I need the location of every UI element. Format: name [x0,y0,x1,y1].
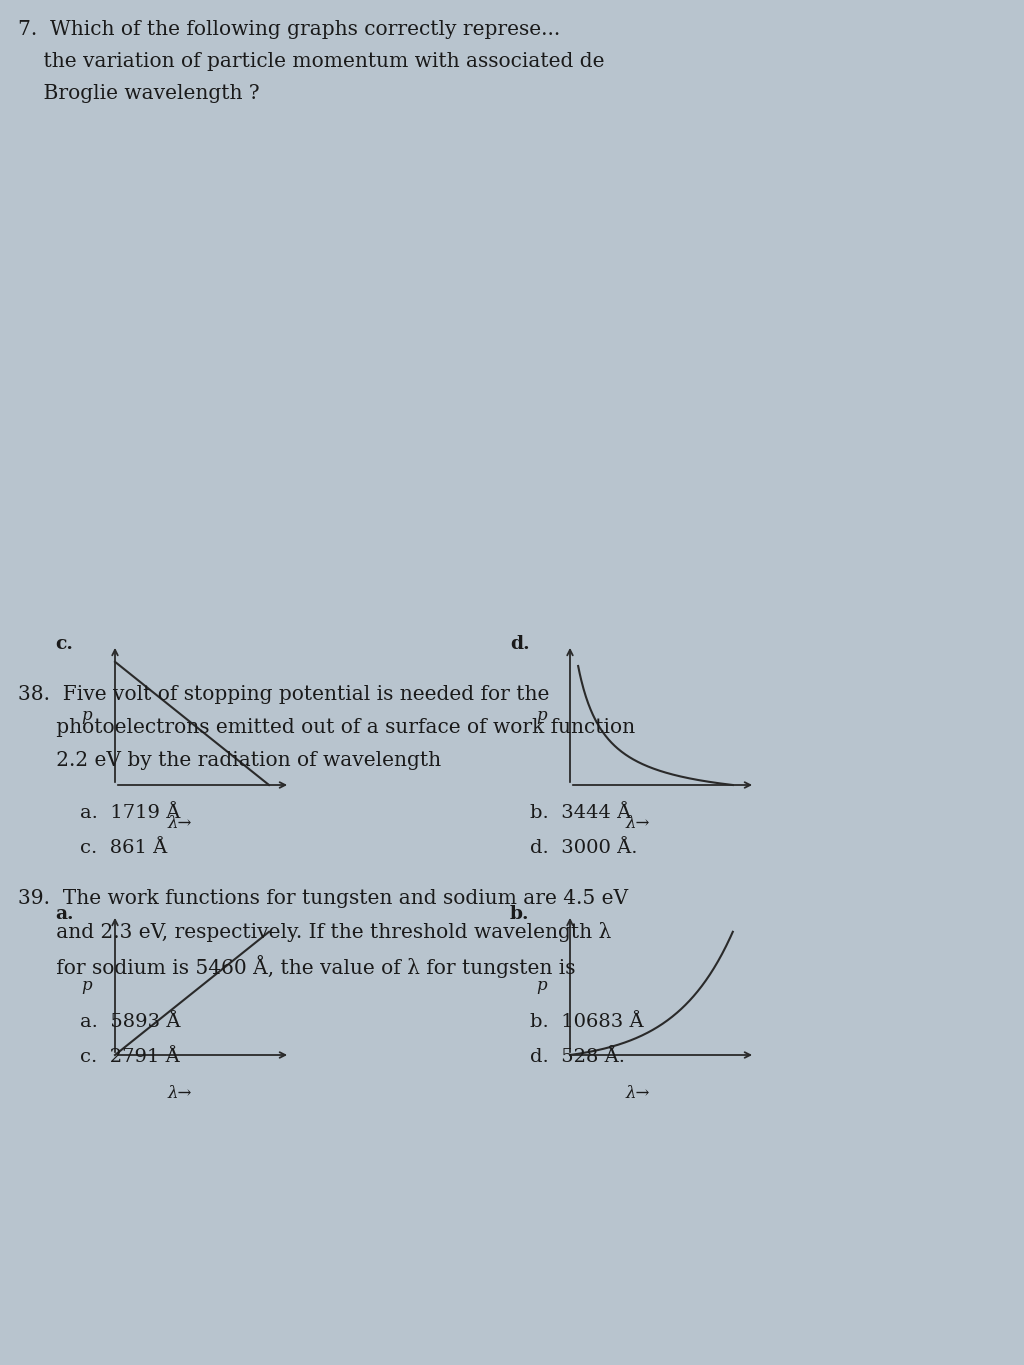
Text: p: p [82,976,92,994]
Text: λ→: λ→ [626,1085,650,1102]
Text: p: p [537,707,547,723]
Text: b.  3444 Å: b. 3444 Å [530,804,631,822]
Text: c.  861 Å: c. 861 Å [80,839,167,857]
Text: a.  5893 Å: a. 5893 Å [80,1013,180,1031]
Text: photoelectrons emitted out of a surface of work function: photoelectrons emitted out of a surface … [18,718,635,737]
Text: 7.  Which of the following graphs correctly represe...: 7. Which of the following graphs correct… [18,20,560,40]
Text: d.  3000 Å.: d. 3000 Å. [530,839,638,857]
Text: 2.2 eV by the radiation of wavelength: 2.2 eV by the radiation of wavelength [18,751,441,770]
Text: the variation of particle momentum with associated de: the variation of particle momentum with … [18,52,604,71]
Text: a.: a. [55,905,74,923]
Text: λ→: λ→ [626,815,650,833]
Text: for sodium is 5460 Å, the value of λ for tungsten is: for sodium is 5460 Å, the value of λ for… [18,955,575,977]
Text: a.  1719 Å: a. 1719 Å [80,804,180,822]
Text: d.  528 Å.: d. 528 Å. [530,1048,625,1066]
Text: p: p [537,976,547,994]
Text: c.  2791 Å: c. 2791 Å [80,1048,180,1066]
Text: 39.  The work functions for tungsten and sodium are 4.5 eV: 39. The work functions for tungsten and … [18,889,628,908]
Text: and 2.3 eV, respectively. If the threshold wavelength λ: and 2.3 eV, respectively. If the thresho… [18,921,611,942]
Text: b.  10683 Å: b. 10683 Å [530,1013,644,1031]
Text: d.: d. [510,635,529,652]
Text: λ→: λ→ [168,1085,191,1102]
Text: b.: b. [510,905,529,923]
Text: 38.  Five volt of stopping potential is needed for the: 38. Five volt of stopping potential is n… [18,685,549,704]
Text: λ→: λ→ [168,815,191,833]
Text: c.: c. [55,635,73,652]
Text: p: p [82,707,92,723]
Text: Broglie wavelength ?: Broglie wavelength ? [18,85,260,102]
